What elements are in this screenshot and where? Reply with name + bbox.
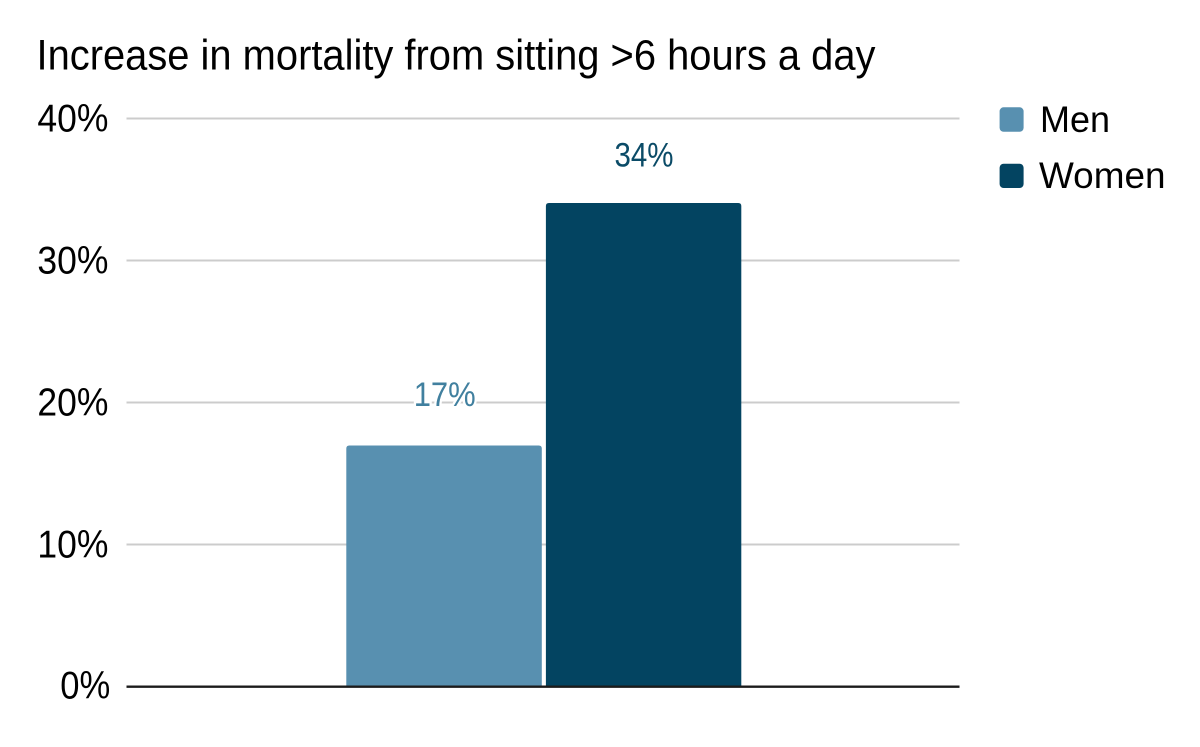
svg-text:Women: Women	[1039, 154, 1166, 196]
svg-text:40%: 40%	[37, 98, 108, 141]
svg-text:Men: Men	[1040, 98, 1110, 140]
svg-text:20%: 20%	[37, 382, 108, 425]
svg-text:30%: 30%	[37, 240, 108, 283]
svg-text:10%: 10%	[37, 524, 108, 567]
svg-text:34%: 34%	[615, 136, 674, 174]
svg-text:0%: 0%	[60, 665, 110, 708]
svg-text:17%: 17%	[414, 376, 476, 414]
svg-text:Increase in mortality from sit: Increase in mortality from sitting >6 ho…	[37, 32, 876, 80]
